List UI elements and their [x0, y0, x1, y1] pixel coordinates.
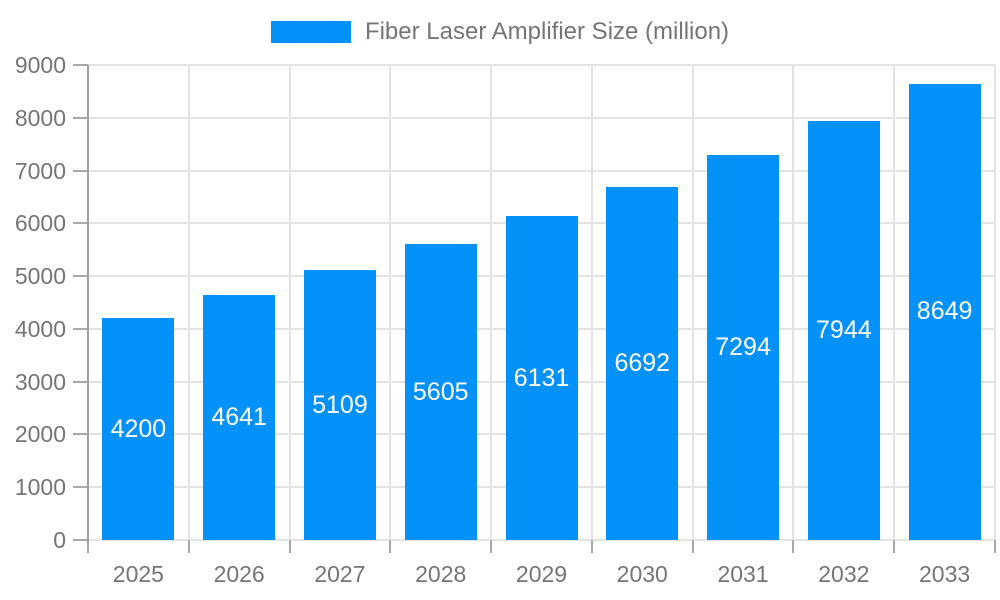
legend-swatch	[270, 21, 351, 43]
bar-value-label: 8649	[916, 297, 973, 326]
bar-value-label: 5109	[312, 390, 368, 419]
y-tick-label: 0	[53, 527, 66, 553]
y-tick-label: 1000	[14, 474, 66, 501]
bar: 5605	[404, 244, 477, 540]
bar: 5109	[303, 270, 376, 540]
x-gridline	[187, 65, 190, 540]
bar: 7944	[807, 120, 880, 540]
bar: 6131	[505, 216, 578, 540]
x-tick	[490, 540, 493, 553]
bar-value-label: 4200	[110, 414, 167, 443]
x-gridline	[389, 65, 392, 540]
x-tick-label: 2027	[314, 561, 366, 587]
x-tick-label: 2031	[717, 561, 769, 587]
y-axis-line	[87, 65, 89, 542]
bar-value-label: 7944	[816, 315, 872, 344]
bar: 8649	[908, 83, 981, 540]
x-tick-label: 2025	[112, 561, 164, 587]
y-tick	[73, 433, 88, 436]
y-tick	[73, 64, 88, 66]
y-tick	[73, 380, 88, 383]
y-tick-label: 8000	[14, 104, 66, 131]
x-tick	[288, 540, 291, 553]
x-tick	[994, 540, 996, 553]
bar-value-label: 4641	[211, 403, 267, 432]
y-gridline	[88, 116, 995, 119]
x-tick	[691, 540, 694, 553]
y-tick	[73, 486, 88, 489]
x-gridline	[590, 65, 593, 540]
bar-value-label: 7294	[715, 333, 771, 361]
y-tick	[73, 539, 88, 541]
bar-value-label: 6131	[513, 363, 570, 392]
y-tick	[73, 275, 88, 278]
x-gridline	[288, 65, 291, 540]
x-gridline	[792, 65, 795, 540]
y-tick-label: 4000	[14, 315, 66, 342]
y-tick	[73, 222, 88, 225]
y-tick-label: 9000	[14, 52, 66, 78]
x-tick-label: 2028	[415, 561, 467, 587]
bar: 6692	[606, 186, 679, 540]
y-tick-label: 7000	[14, 157, 66, 184]
bar: 4200	[102, 318, 175, 540]
x-gridline	[994, 65, 996, 540]
x-gridline	[893, 65, 896, 540]
x-tick	[590, 540, 593, 553]
y-gridline	[88, 64, 995, 66]
legend: Fiber Laser Amplifier Size (million)	[0, 18, 1000, 46]
x-tick	[87, 540, 89, 553]
x-tick	[893, 540, 896, 553]
x-tick	[187, 540, 190, 553]
bar: 7294	[707, 155, 780, 540]
x-tick	[389, 540, 392, 553]
legend-label: Fiber Laser Amplifier Size (million)	[364, 18, 730, 45]
x-tick-label: 2029	[515, 561, 568, 587]
y-gridline	[88, 539, 995, 541]
bar-value-label: 5605	[412, 377, 469, 406]
y-gridline	[88, 169, 995, 172]
x-tick-label: 2026	[213, 561, 265, 587]
x-tick-label: 2030	[616, 561, 668, 587]
y-tick	[73, 116, 88, 119]
y-tick-label: 3000	[14, 368, 66, 395]
bar: 4641	[203, 295, 276, 540]
x-tick-label: 2033	[919, 561, 971, 587]
y-tick-label: 6000	[14, 210, 66, 237]
x-gridline	[691, 65, 694, 540]
y-tick	[73, 169, 88, 172]
x-tick	[792, 540, 795, 553]
y-tick-label: 2000	[14, 421, 66, 448]
y-tick	[73, 327, 88, 330]
x-gridline	[490, 65, 493, 540]
y-tick-label: 5000	[14, 263, 66, 290]
x-tick-label: 2032	[818, 561, 870, 587]
bar-value-label: 6692	[614, 348, 671, 377]
